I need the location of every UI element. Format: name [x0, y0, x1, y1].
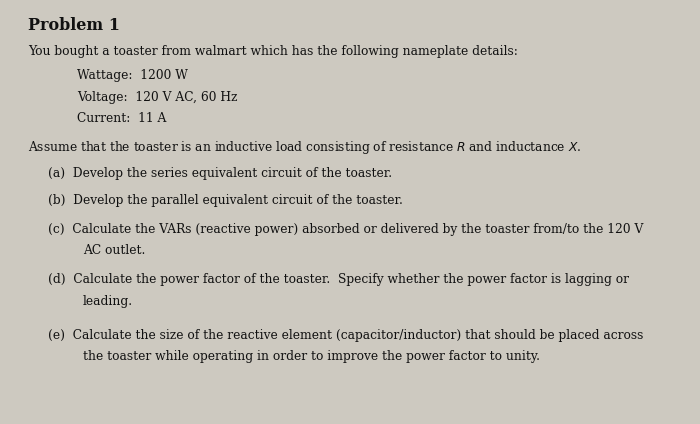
- Text: Current:  11 A: Current: 11 A: [77, 112, 167, 126]
- Text: (c)  Calculate the VARs (reactive power) absorbed or delivered by the toaster fr: (c) Calculate the VARs (reactive power) …: [48, 223, 643, 236]
- Text: (e)  Calculate the size of the reactive element (capacitor/inductor) that should: (e) Calculate the size of the reactive e…: [48, 329, 643, 342]
- Text: AC outlet.: AC outlet.: [83, 244, 145, 257]
- Text: Assume that the toaster is an inductive load consisting of resistance $R$ and in: Assume that the toaster is an inductive …: [28, 139, 581, 156]
- Text: (d)  Calculate the power factor of the toaster.  Specify whether the power facto: (d) Calculate the power factor of the to…: [48, 273, 629, 287]
- Text: Wattage:  1200 W: Wattage: 1200 W: [77, 69, 188, 82]
- Text: (a)  Develop the series equivalent circuit of the toaster.: (a) Develop the series equivalent circui…: [48, 167, 392, 180]
- Text: leading.: leading.: [83, 295, 133, 308]
- Text: Problem 1: Problem 1: [28, 17, 120, 34]
- Text: (b)  Develop the parallel equivalent circuit of the toaster.: (b) Develop the parallel equivalent circ…: [48, 194, 402, 207]
- Text: Voltage:  120 V AC, 60 Hz: Voltage: 120 V AC, 60 Hz: [77, 91, 237, 104]
- Text: You bought a toaster from walmart which has the following nameplate details:: You bought a toaster from walmart which …: [28, 45, 518, 58]
- Text: the toaster while operating in order to improve the power factor to unity.: the toaster while operating in order to …: [83, 350, 540, 363]
